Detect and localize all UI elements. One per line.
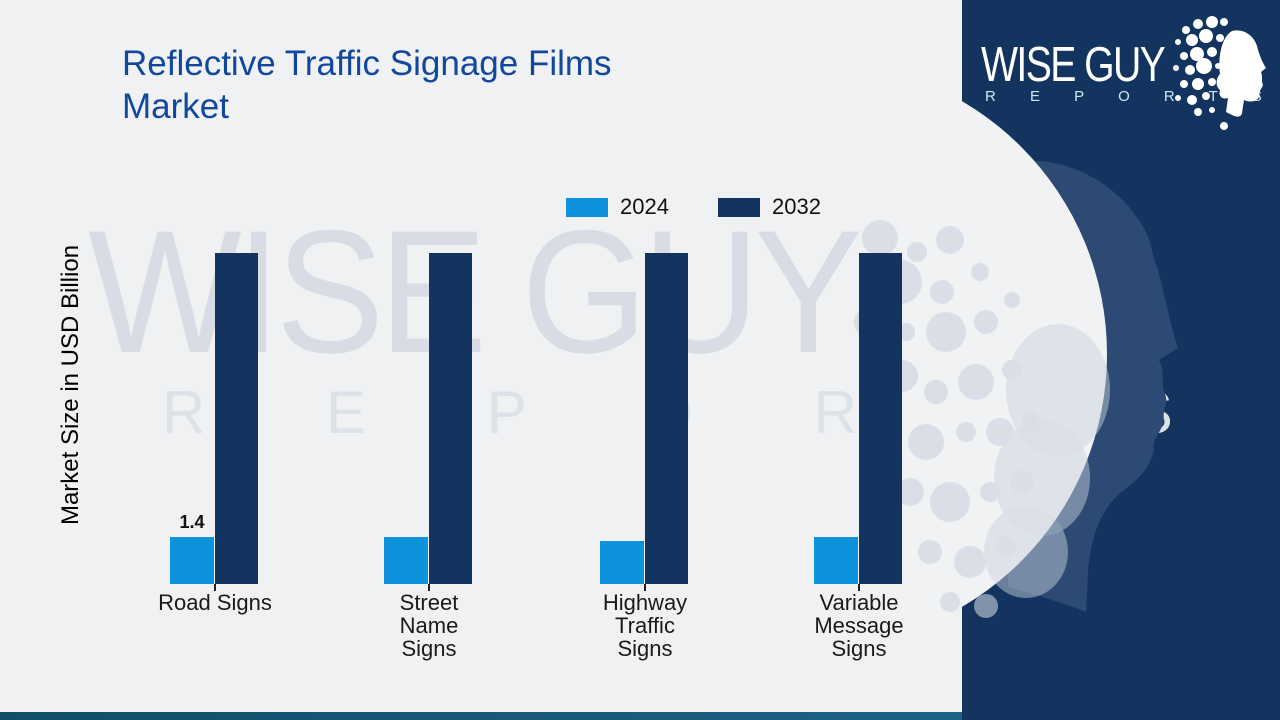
x-category-label-line: Highway bbox=[602, 590, 688, 615]
x-tick bbox=[858, 584, 860, 591]
legend-swatch-2024 bbox=[566, 198, 608, 217]
x-category-label-line: Road Signs bbox=[158, 590, 272, 615]
bar-2024-road-signs bbox=[170, 537, 214, 584]
x-category-label-line: Signs bbox=[401, 636, 457, 661]
x-category-label-line: Variable bbox=[819, 590, 899, 615]
x-category-label-variable-message-signs: Variable Message Signs bbox=[769, 591, 949, 660]
bar-2032-variable-message-signs bbox=[859, 253, 902, 584]
legend-label-2024: 2024 bbox=[620, 194, 669, 219]
page-title: Reflective Traffic Signage Films Market bbox=[122, 42, 612, 128]
x-category-label-line: Signs bbox=[617, 636, 673, 661]
page-title-line1: Reflective Traffic Signage Films bbox=[122, 44, 612, 83]
footer-accent-bar bbox=[0, 712, 962, 720]
legend-swatch-2032 bbox=[718, 198, 760, 217]
x-tick bbox=[428, 584, 430, 591]
legend-label-2032: 2032 bbox=[772, 194, 821, 219]
bar-2032-street-name-signs bbox=[429, 253, 472, 584]
x-category-label-line: Signs bbox=[831, 636, 887, 661]
x-category-label-line: Traffic bbox=[615, 613, 675, 638]
page-title-line2: Market bbox=[122, 87, 229, 126]
x-category-label-line: Street bbox=[399, 590, 459, 615]
bar-2024-highway-traffic-signs bbox=[600, 541, 644, 584]
x-category-label-street-name-signs: Street Name Signs bbox=[339, 591, 519, 660]
bar-2032-highway-traffic-signs bbox=[645, 253, 688, 584]
bar-2024-street-name-signs bbox=[384, 537, 428, 584]
x-category-label-line: Name bbox=[399, 613, 459, 638]
x-tick bbox=[644, 584, 646, 591]
brand-name: WISE GUY bbox=[981, 38, 1166, 92]
data-label-road-signs: 1.4 bbox=[179, 512, 205, 532]
face-profile-dots-icon bbox=[1173, 16, 1266, 130]
bar-2024-variable-message-signs bbox=[814, 537, 858, 584]
x-category-label-highway-traffic-signs: Highway Traffic Signs bbox=[555, 591, 735, 660]
x-tick bbox=[214, 584, 216, 591]
x-category-label-road-signs: Road Signs bbox=[125, 591, 305, 614]
x-category-label-line: Message bbox=[814, 613, 904, 638]
bar-2032-road-signs bbox=[215, 253, 258, 584]
